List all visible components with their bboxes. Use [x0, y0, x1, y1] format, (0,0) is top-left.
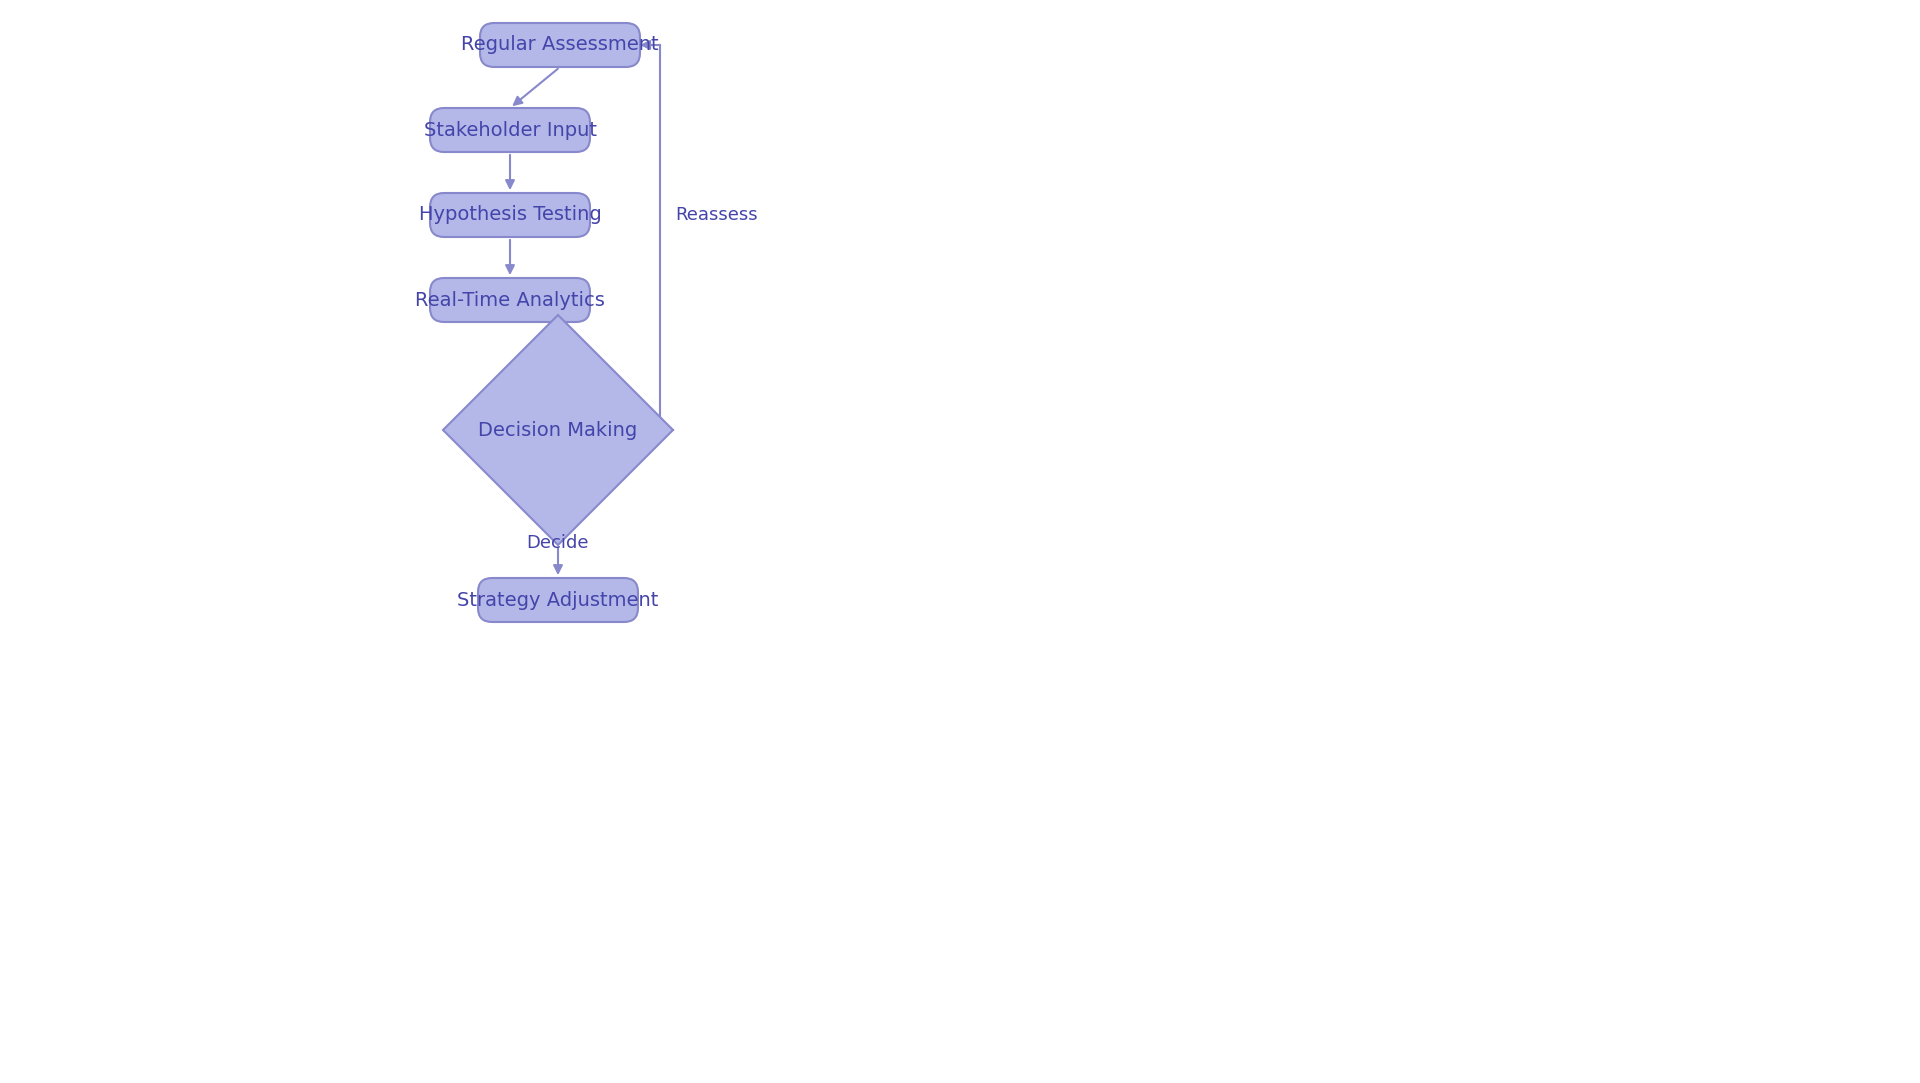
- Text: Decision Making: Decision Making: [478, 420, 637, 440]
- FancyBboxPatch shape: [430, 278, 589, 322]
- Polygon shape: [444, 315, 674, 545]
- Text: Hypothesis Testing: Hypothesis Testing: [419, 206, 601, 224]
- Text: Regular Assessment: Regular Assessment: [461, 36, 659, 54]
- Text: Strategy Adjustment: Strategy Adjustment: [457, 590, 659, 610]
- Text: Stakeholder Input: Stakeholder Input: [424, 120, 597, 140]
- FancyBboxPatch shape: [430, 193, 589, 237]
- Text: Real-Time Analytics: Real-Time Analytics: [415, 290, 605, 310]
- Text: Decide: Decide: [526, 534, 589, 552]
- FancyBboxPatch shape: [480, 23, 639, 67]
- Text: Reassess: Reassess: [676, 206, 758, 224]
- FancyBboxPatch shape: [478, 578, 637, 622]
- FancyBboxPatch shape: [430, 108, 589, 152]
